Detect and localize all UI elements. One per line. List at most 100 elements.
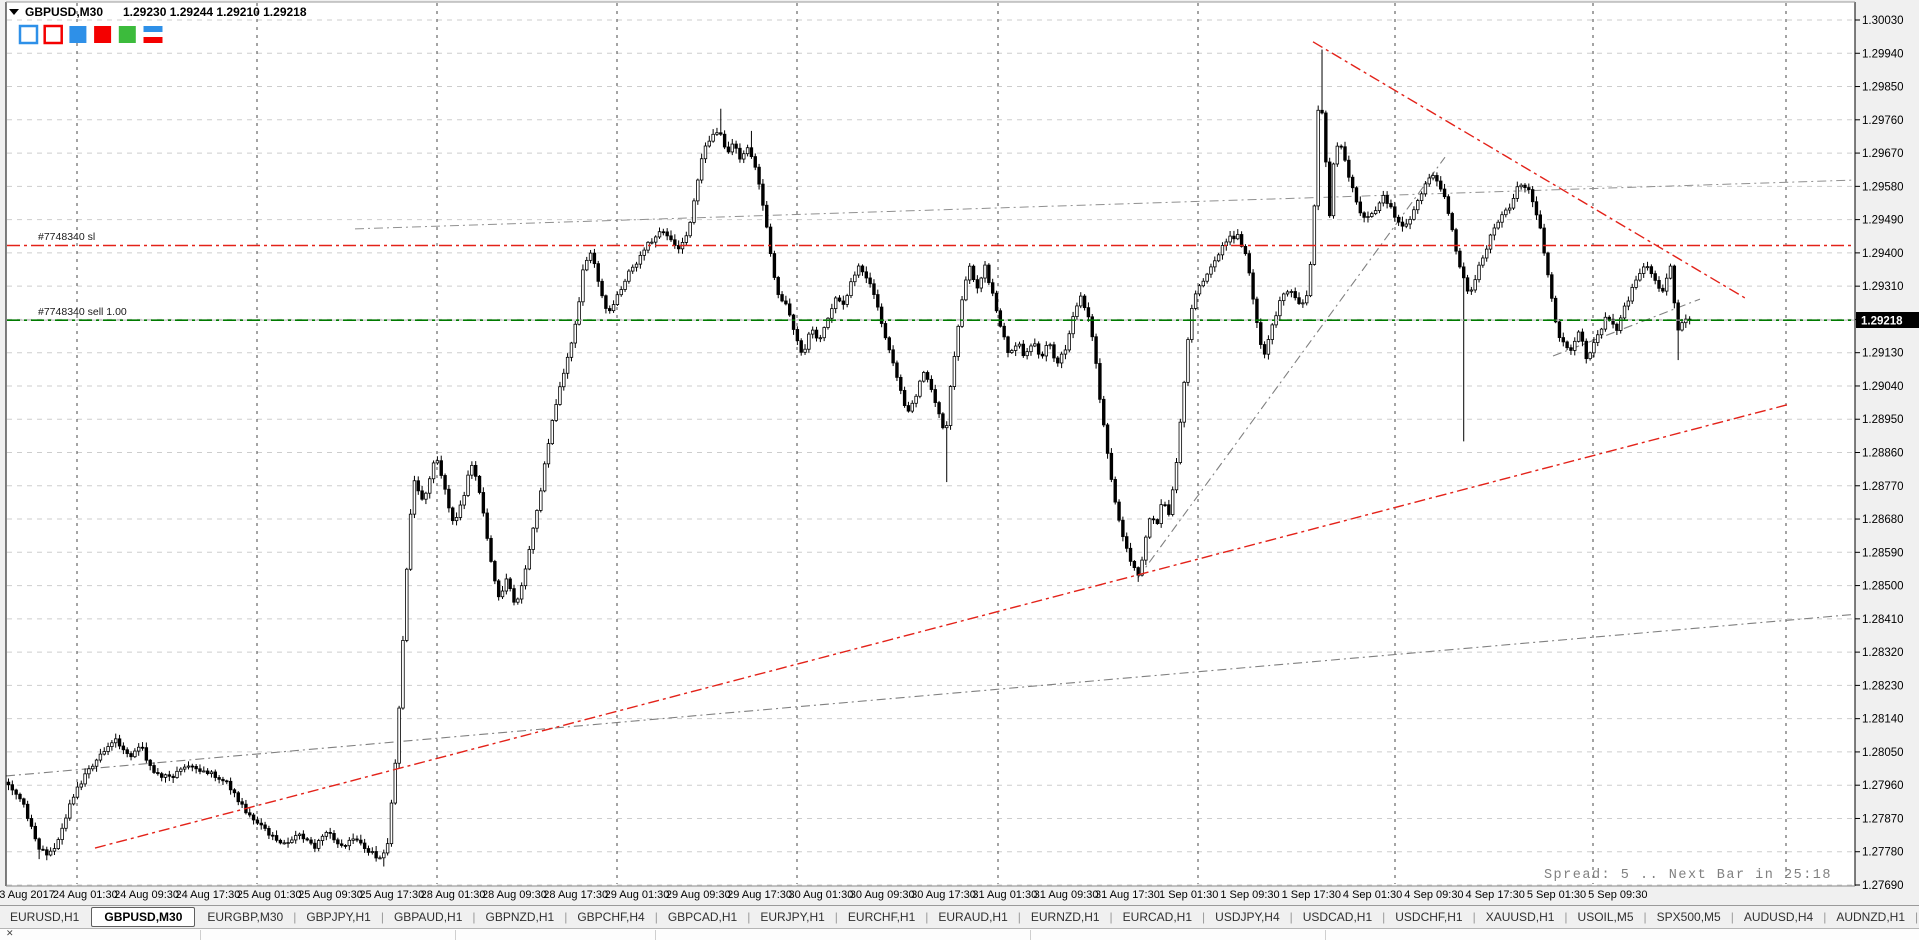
- tab-spx500-m5[interactable]: SPX500,M5: [1656, 910, 1721, 924]
- tab-gbpchf-h4[interactable]: GBPCHF,H4: [577, 910, 645, 924]
- gray-trendlines-layer[interactable]: [5, 156, 1855, 777]
- tab-usdchf-h1[interactable]: USDCHF,H1: [1395, 910, 1463, 924]
- tab-separator: |: [1915, 910, 1919, 924]
- price-axis-label: 1.29490: [1862, 215, 1904, 227]
- time-axis-label: 5 Sep 09:30: [1588, 889, 1647, 901]
- tab-separator: |: [925, 910, 929, 924]
- steep-gray-trendline[interactable]: [1137, 156, 1446, 579]
- tab-euraud-h1[interactable]: EURAUD,H1: [938, 910, 1008, 924]
- tab-separator: |: [1382, 910, 1386, 924]
- tab-audusd-h4[interactable]: AUDUSD,H4: [1743, 910, 1814, 924]
- time-axis-label: 24 Aug 17:30: [175, 889, 240, 901]
- short-right-gray-trendline[interactable]: [1552, 298, 1701, 357]
- trade-lines-layer[interactable]: [7, 41, 1854, 849]
- price-axis-label: 1.29850: [1862, 82, 1904, 94]
- long-upper-gray-trendline[interactable]: [354, 179, 1855, 230]
- tab-audnzd-h1[interactable]: AUDNZD,H1: [1836, 910, 1905, 924]
- time-axis-label: 25 Aug 09:30: [298, 889, 363, 901]
- price-axis-label: 1.28590: [1862, 547, 1904, 559]
- svg-text:1.29218: 1.29218: [1861, 316, 1903, 328]
- time-axis-label: 29 Aug 01:30: [605, 889, 670, 901]
- tab-separator: |: [1109, 910, 1113, 924]
- tab-gbpcad-h1[interactable]: GBPCAD,H1: [667, 910, 738, 924]
- tab-eurusd-h1[interactable]: EURUSD,H1: [10, 910, 80, 924]
- price-axis-label: 1.28410: [1862, 614, 1904, 626]
- palette-fill-swatch[interactable]: [69, 26, 87, 43]
- descending-red-trendline[interactable]: [1312, 41, 1746, 299]
- price-axis-label: 1.27780: [1862, 847, 1904, 859]
- time-axis-label: 25 Aug 01:30: [237, 889, 302, 901]
- tab-separator: |: [472, 910, 476, 924]
- tab-usdcad-h1[interactable]: USDCAD,H1: [1302, 910, 1373, 924]
- tab-separator: |: [834, 910, 838, 924]
- tab-separator: |: [1730, 910, 1734, 924]
- time-axis-label: 1 Sep 09:30: [1220, 889, 1279, 901]
- tab-eurnzd-h1[interactable]: EURNZD,H1: [1030, 910, 1100, 924]
- spread-countdown-label: Spread: 5 .. Next Bar in 25:18: [1544, 868, 1832, 883]
- price-axis-label: 1.27960: [1862, 780, 1904, 792]
- time-axis-label: 1 Sep 17:30: [1282, 889, 1341, 901]
- tab-gbpaud-h1[interactable]: GBPAUD,H1: [393, 910, 463, 924]
- panel-column-divider: [655, 930, 656, 940]
- time-axis-label: 30 Aug 01:30: [788, 889, 853, 901]
- palette-bar-swatch-bottom[interactable]: [143, 37, 163, 43]
- color-palette-icons: [18, 24, 163, 45]
- time-axis-label: 28 Aug 17:30: [543, 889, 608, 901]
- ascending-red-trendline[interactable]: [94, 404, 1788, 849]
- time-axis-label: 24 Aug 01:30: [53, 889, 118, 901]
- time-axis-label: 29 Aug 17:30: [727, 889, 792, 901]
- tab-gbpusd-m30[interactable]: GBPUSD,M30: [91, 907, 196, 927]
- tab-gbpnzd-h1[interactable]: GBPNZD,H1: [485, 910, 555, 924]
- price-axis-label: 1.29400: [1862, 248, 1904, 260]
- price-axis-label: 1.29130: [1862, 348, 1904, 360]
- docked-panel-edge: ✕: [0, 928, 1919, 940]
- price-axis-label: 1.27690: [1862, 880, 1904, 892]
- tab-xauusd-h1[interactable]: XAUUSD,H1: [1485, 910, 1555, 924]
- time-axis-label: 31 Aug 01:30: [972, 889, 1037, 901]
- tab-separator: |: [1017, 910, 1021, 924]
- palette-bar-swatch-top[interactable]: [143, 26, 163, 32]
- palette-outline-swatch[interactable]: [43, 24, 63, 45]
- grid-layer: [7, 3, 1854, 886]
- time-axis-label: 4 Sep 01:30: [1343, 889, 1402, 901]
- tab-separator: |: [1823, 910, 1827, 924]
- tab-separator: |: [564, 910, 568, 924]
- tab-eurjpy-h1[interactable]: EURJPY,H1: [760, 910, 825, 924]
- candles-layer: [6, 49, 1692, 867]
- price-axis-label: 1.29670: [1862, 148, 1904, 160]
- symbol-label: GBPUSD,M30: [25, 5, 103, 19]
- price-axis[interactable]: 1.30030 1.29940 1.29850 1.29760 1.29670 1.295…: [1855, 15, 1904, 892]
- tab-separator: |: [1643, 910, 1647, 924]
- panel-close-button[interactable]: ✕: [6, 928, 14, 938]
- current-price-tag: 1.29218: [1856, 312, 1919, 328]
- palette-outline-swatch[interactable]: [18, 24, 39, 45]
- time-axis-label: 31 Aug 17:30: [1095, 889, 1160, 901]
- time-axis-label: 25 Aug 17:30: [359, 889, 424, 901]
- tab-eurcad-h1[interactable]: EURCAD,H1: [1122, 910, 1193, 924]
- time-axis-label: 29 Aug 09:30: [666, 889, 731, 901]
- shallow-gray-trendline[interactable]: [5, 613, 1855, 777]
- price-axis-label: 1.29940: [1862, 48, 1904, 60]
- tab-separator: |: [380, 910, 384, 924]
- tab-gbpjpy-h1[interactable]: GBPJPY,H1: [306, 910, 371, 924]
- price-axis-label: 1.29310: [1862, 281, 1904, 293]
- price-axis-label: 1.28860: [1862, 448, 1904, 460]
- panel-column-divider: [455, 930, 456, 940]
- tab-eurchf-h1[interactable]: EURCHF,H1: [847, 910, 916, 924]
- price-axis-label: 1.28680: [1862, 514, 1904, 526]
- tab-usdjpy-h4[interactable]: USDJPY,H4: [1215, 910, 1280, 924]
- price-chart: 1.30030 1.29940 1.29850 1.29760 1.29670 1.295…: [0, 1, 1919, 901]
- price-axis-label: 1.29580: [1862, 181, 1904, 193]
- palette-fill-swatch[interactable]: [118, 26, 136, 43]
- time-axis-label: 4 Sep 17:30: [1466, 889, 1525, 901]
- price-axis-label: 1.28950: [1862, 414, 1904, 426]
- panel-column-divider: [1325, 930, 1326, 940]
- palette-fill-swatch[interactable]: [94, 26, 112, 43]
- price-axis-label: 1.28320: [1862, 647, 1904, 659]
- tab-eurgbp-m30[interactable]: EURGBP,M30: [207, 910, 284, 924]
- tab-usoil-m5[interactable]: USOIL,M5: [1577, 910, 1634, 924]
- chart-plot-area[interactable]: [6, 2, 1855, 886]
- symbol-dropdown-icon[interactable]: [9, 9, 19, 15]
- tab-separator: |: [1564, 910, 1568, 924]
